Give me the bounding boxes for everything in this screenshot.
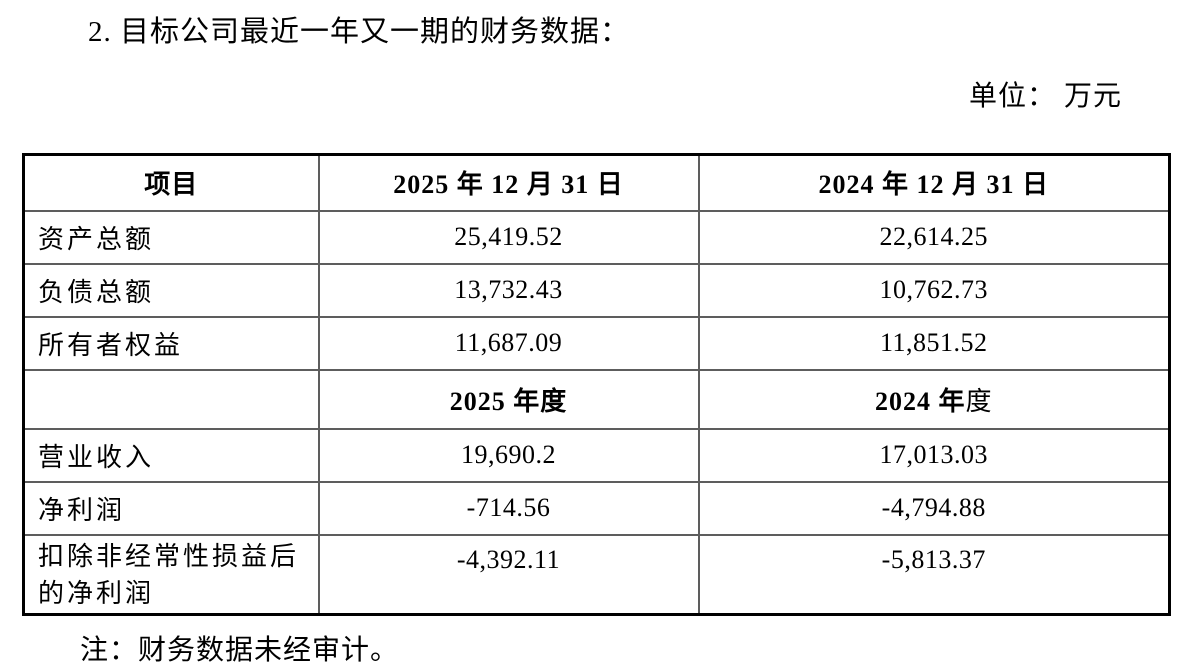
footnote: 注：财务数据未经审计。 [80,635,400,666]
table-header-row: 项目 2025 年 12 月 31 日 2024 年 12 月 31 日 [22,153,1171,212]
row-label: 净利润 [22,480,320,536]
period-header-empty-cell [22,368,320,430]
table-row-net-profit-excl-nonrecurring: 扣除非经常性损益后 的净利润 -4,392.11 -5,813.37 [22,533,1171,616]
value-2024: -4,794.88 [697,480,1171,536]
table-row-total-liabilities: 负债总额 13,732.43 10,762.73 [22,262,1171,318]
table-row-total-assets: 资产总额 25,419.52 22,614.25 [22,209,1171,265]
value-2025: -714.56 [317,480,700,536]
period-header-2024-regular-part: 度 [965,386,993,416]
value-2025: 11,687.09 [317,315,700,371]
table-row-net-profit: 净利润 -714.56 -4,794.88 [22,480,1171,536]
period-header-2024-bold-part: 2024 年 [874,386,966,416]
value-2025: 13,732.43 [317,262,700,318]
period-header-2024: 2024 年度 [697,368,1171,430]
financial-data-table: 项目 2025 年 12 月 31 日 2024 年 12 月 31 日 资产总… [22,153,1171,616]
period-header-2025: 2025 年度 [317,368,700,430]
value-2024: 17,013.03 [697,427,1171,483]
value-2024: 11,851.52 [697,315,1171,371]
column-header-item: 项目 [22,153,320,212]
value-2025: 19,690.2 [317,427,700,483]
value-2024: 10,762.73 [697,262,1171,318]
column-header-date-2025: 2025 年 12 月 31 日 [317,153,700,212]
unit-label: 单位： 万元 [968,81,1122,112]
table-period-header-row: 2025 年度 2024 年度 [22,368,1171,430]
table-row-owners-equity: 所有者权益 11,687.09 11,851.52 [22,315,1171,371]
value-2024: -5,813.37 [697,533,1171,616]
row-label: 所有者权益 [22,315,320,371]
row-label: 扣除非经常性损益后 的净利润 [22,533,320,616]
value-2024: 22,614.25 [697,209,1171,265]
column-header-date-2024: 2024 年 12 月 31 日 [697,153,1171,212]
row-label: 资产总额 [22,209,320,265]
table-row-operating-revenue: 营业收入 19,690.2 17,013.03 [22,427,1171,483]
value-2025: -4,392.11 [317,533,700,616]
section-heading: 2. 目标公司最近一年又一期的财务数据： [88,16,631,48]
row-label: 营业收入 [22,427,320,483]
value-2025: 25,419.52 [317,209,700,265]
row-label: 负债总额 [22,262,320,318]
